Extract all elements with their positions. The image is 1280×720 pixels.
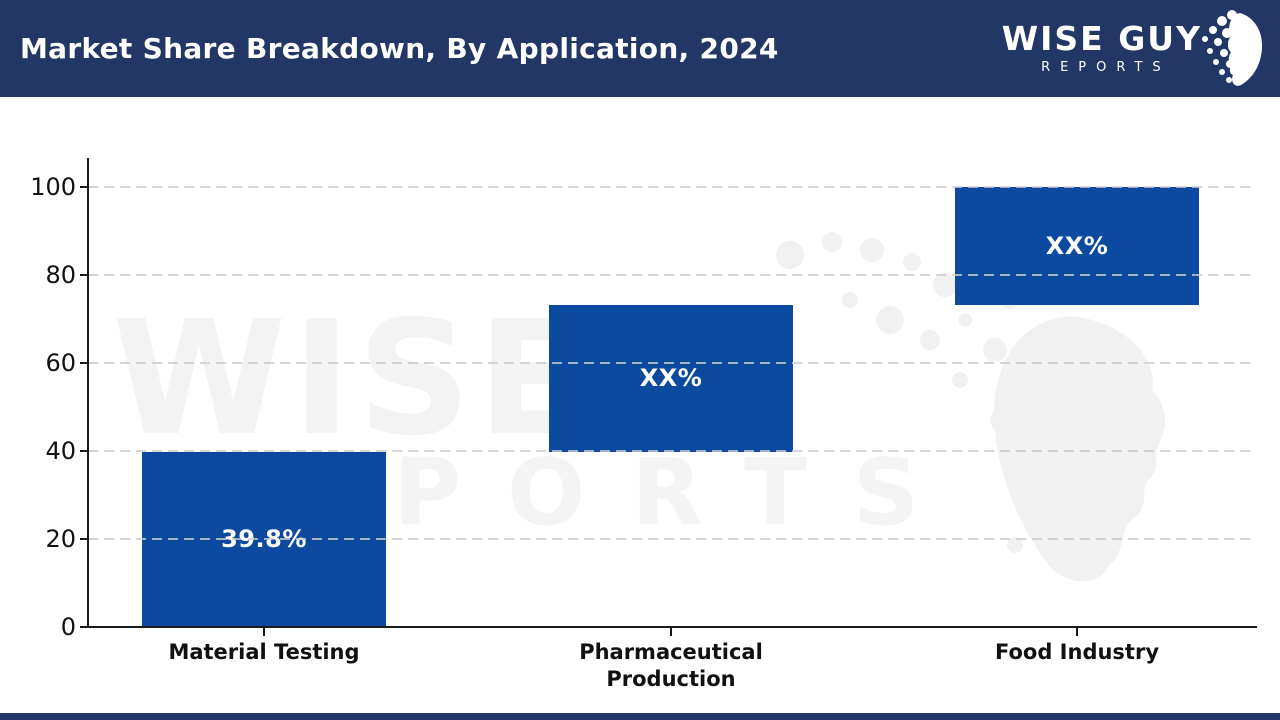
brand-logo-text: WISE GUY REPORTS	[1002, 22, 1202, 75]
brand-name: WISE GUY	[1001, 19, 1202, 58]
gridline-100	[88, 186, 1256, 188]
page-title: Market Share Breakdown, By Application, …	[20, 32, 779, 65]
y-tick-mark-80	[80, 274, 87, 276]
gridline-20	[88, 538, 1256, 540]
footer-band	[0, 713, 1280, 720]
gridline-60	[88, 362, 1256, 364]
x-axis	[87, 626, 1257, 628]
y-tick-label-80: 80	[45, 261, 76, 289]
y-axis	[87, 158, 89, 628]
watermark-text: WISE	[112, 287, 591, 471]
x-tick-mark-3	[1076, 628, 1078, 636]
y-tick-label-0: 0	[60, 613, 76, 641]
x-tick-mark-2	[670, 628, 672, 636]
category-label-1: Material Testing	[168, 640, 360, 664]
y-tick-mark-100	[80, 186, 87, 188]
bar-3: XX%	[955, 187, 1199, 305]
y-tick-mark-20	[80, 538, 87, 540]
brand-logo: WISE GUY REPORTS	[1002, 8, 1266, 90]
category-label-2: Pharmaceutical Production	[579, 640, 763, 692]
header-band: Market Share Breakdown, By Application, …	[0, 0, 1280, 97]
y-tick-mark-60	[80, 362, 87, 364]
bar-2: XX%	[549, 304, 793, 452]
category-label-3: Food Industry	[994, 640, 1160, 664]
bar-value-label: XX%	[1045, 231, 1109, 260]
watermark-head-icon	[776, 230, 1166, 582]
dotted-head-icon	[1202, 9, 1263, 86]
gridline-80	[88, 274, 1256, 276]
y-tick-label-40: 40	[45, 437, 76, 465]
x-tick-mark-1	[263, 628, 265, 636]
bar-value-label: XX%	[639, 364, 703, 393]
y-tick-label-20: 20	[45, 525, 76, 553]
y-tick-label-60: 60	[45, 349, 76, 377]
y-tick-mark-0	[80, 626, 87, 628]
gridline-40	[88, 450, 1256, 452]
y-tick-label-100: 100	[30, 173, 76, 201]
y-tick-mark-40	[80, 450, 87, 452]
brand-subname: REPORTS	[1041, 60, 1171, 75]
